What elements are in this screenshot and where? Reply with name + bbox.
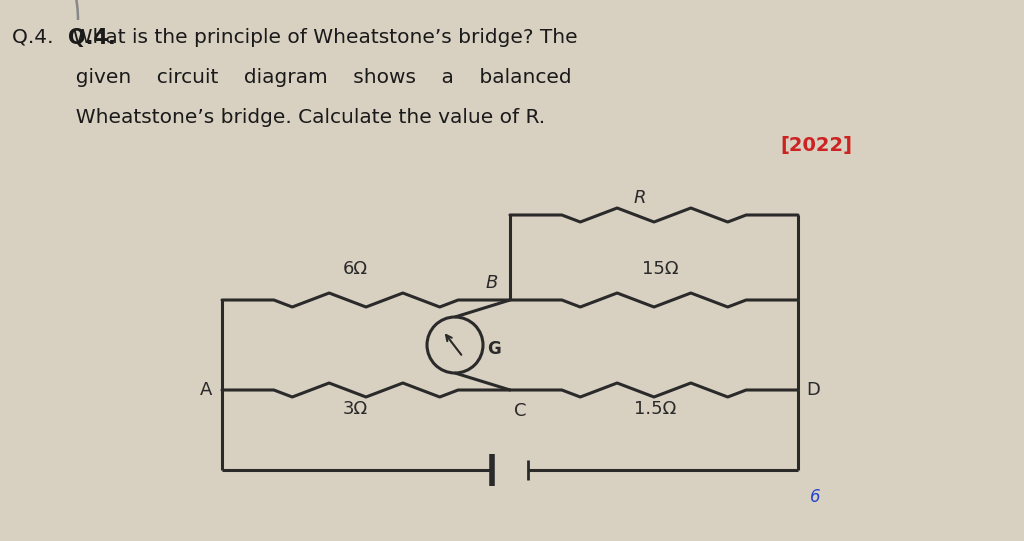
Text: 15Ω: 15Ω [642,260,678,278]
Text: R: R [634,189,646,207]
Text: Q.4.: Q.4. [68,28,116,48]
Text: B: B [485,274,498,292]
Text: A: A [200,381,212,399]
Text: G: G [487,340,501,358]
Text: [2022]: [2022] [780,136,852,155]
Text: Wheatstone’s bridge. Calculate the value of R.: Wheatstone’s bridge. Calculate the value… [12,108,545,127]
Text: given    circuit    diagram    shows    a    balanced: given circuit diagram shows a balanced [12,68,571,87]
Text: Q.4.   What is the principle of Wheatstone’s bridge? The: Q.4. What is the principle of Wheatstone… [12,28,578,47]
Text: C: C [514,402,526,420]
Text: 1.5Ω: 1.5Ω [634,400,676,418]
Text: 6Ω: 6Ω [342,260,368,278]
Text: 3Ω: 3Ω [342,400,368,418]
Text: 6: 6 [810,488,820,506]
Text: D: D [806,381,820,399]
